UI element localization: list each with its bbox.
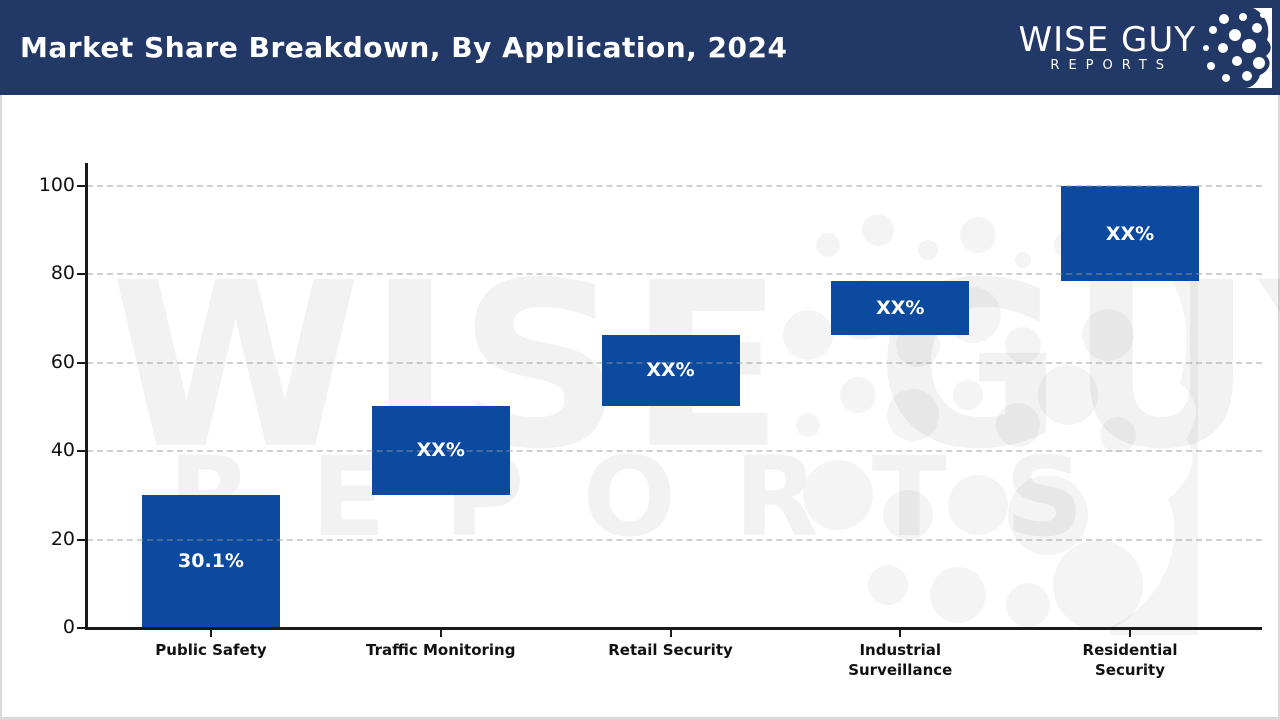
y-tick-label-100: 100 <box>38 174 75 196</box>
logo-wordmark: WISE GUY <box>1018 19 1196 60</box>
logo-subtitle: REPORTS <box>1050 57 1174 73</box>
category-label-2: Traffic Monitoring <box>366 641 516 659</box>
category-label-4: Industrial Surveillance <box>848 641 953 679</box>
wise-guy-reports-logo: WISE GUY REPORTS <box>1018 6 1280 90</box>
y-axis-line <box>85 163 88 630</box>
category-label-3: Retail Security <box>608 641 733 659</box>
logo-text: WISE GUY REPORTS <box>1018 22 1196 74</box>
logo-dotted-face-icon <box>1203 7 1272 88</box>
watermark-subtitle: REPORTS <box>168 433 1142 561</box>
bar-value-label-1: 30.1% <box>178 550 244 573</box>
waterfall-bar-4 <box>831 281 970 335</box>
x-tick-1 <box>210 629 212 637</box>
waterfall-bar-2 <box>371 405 510 495</box>
gridline-y100 <box>87 185 1262 187</box>
waterfall-bar-3 <box>601 334 740 406</box>
x-tick-4 <box>899 629 902 637</box>
header-bar: Market Share Breakdown, By Application, … <box>0 0 1280 95</box>
waterfall-bar-5 <box>1061 186 1199 282</box>
category-label-5: Residential Security <box>1082 641 1178 679</box>
gridline-y80 <box>87 273 1262 276</box>
bar-value-label-5: XX% <box>1105 222 1155 245</box>
x-tick-5 <box>1129 629 1131 637</box>
bar-value-label-3: XX% <box>646 359 695 382</box>
y-tick-label-40: 40 <box>50 439 75 462</box>
y-tick-100 <box>77 185 85 187</box>
y-tick-label-60: 60 <box>50 350 75 373</box>
x-tick-3 <box>669 629 672 637</box>
gridline-y40 <box>87 450 1262 453</box>
y-tick-label-20: 20 <box>50 527 75 550</box>
gridline-y60 <box>87 361 1262 364</box>
bar-value-label-4: XX% <box>876 296 925 319</box>
x-tick-2 <box>439 629 442 637</box>
y-tick-label-80: 80 <box>50 262 75 285</box>
y-tick-label-0: 0 <box>62 616 75 638</box>
gridline-y20 <box>87 538 1262 541</box>
bar-value-label-2: XX% <box>416 439 465 462</box>
y-tick-0 <box>77 627 85 629</box>
y-tick-40 <box>77 450 85 453</box>
y-tick-20 <box>77 538 85 541</box>
chart-title: Market Share Breakdown, By Application, … <box>20 31 788 64</box>
x-axis-line <box>85 627 1262 630</box>
category-label-1: Public Safety <box>155 641 267 659</box>
y-tick-60 <box>77 361 85 364</box>
waterfall-bar-1 <box>142 494 280 628</box>
y-tick-80 <box>77 273 85 276</box>
